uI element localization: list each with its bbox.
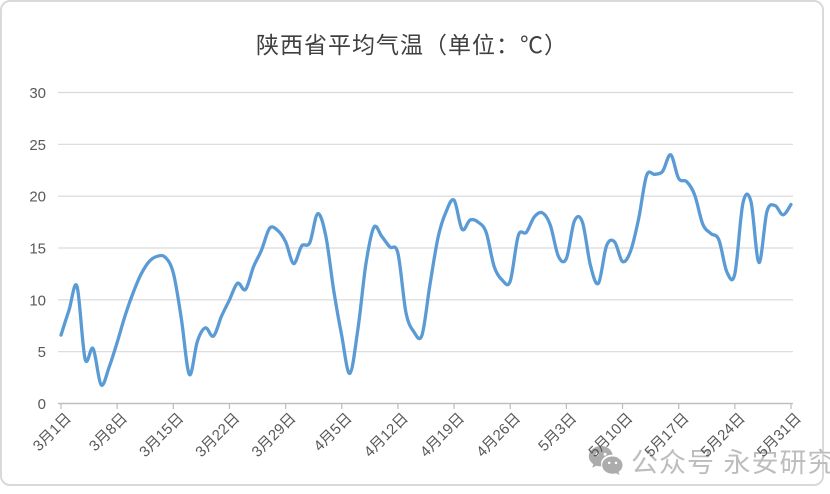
watermark-text: 公众号 永安研究 xyxy=(631,448,830,478)
chart-title: 陕西省平均气温（单位：℃） xyxy=(256,32,568,58)
wechat-icon xyxy=(588,446,623,475)
chart-frame xyxy=(0,0,824,486)
watermark: 公众号 永安研究 xyxy=(588,441,830,480)
